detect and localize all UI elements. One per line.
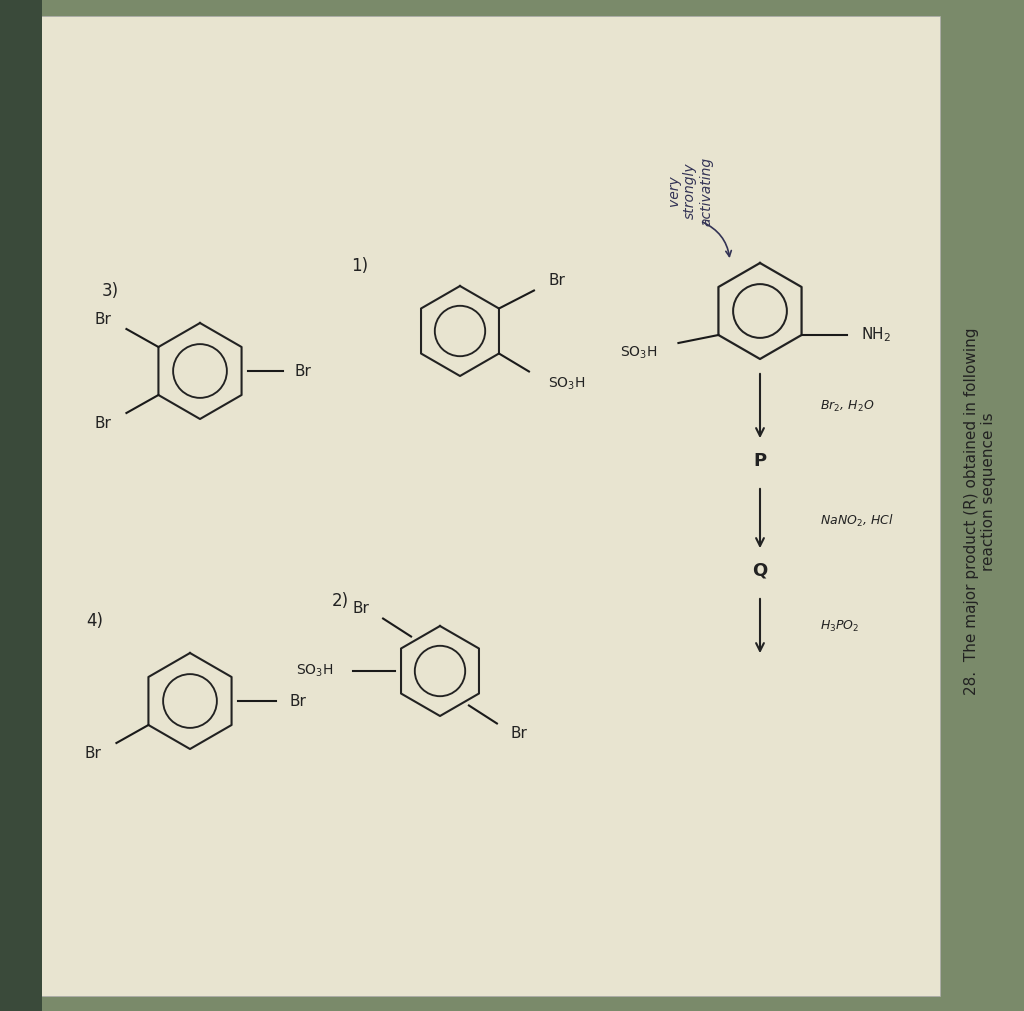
Text: Br: Br	[95, 416, 112, 431]
Text: Br: Br	[95, 311, 112, 327]
Text: NH$_2$: NH$_2$	[861, 326, 892, 345]
Text: H$_3$PO$_2$: H$_3$PO$_2$	[820, 619, 859, 634]
Text: Br: Br	[85, 745, 101, 760]
Text: NaNO$_2$, HCl: NaNO$_2$, HCl	[820, 513, 894, 529]
Text: SO$_3$H: SO$_3$H	[548, 375, 586, 391]
Text: Q: Q	[753, 562, 768, 580]
Text: very
strongly
activating: very strongly activating	[667, 157, 713, 225]
Text: 1): 1)	[351, 257, 369, 275]
Text: Br: Br	[290, 694, 306, 709]
Text: Br$_2$, H$_2$O: Br$_2$, H$_2$O	[820, 398, 874, 413]
Bar	[0, 0, 42, 1011]
Text: 3): 3)	[101, 282, 119, 300]
Text: Br: Br	[295, 364, 311, 378]
FancyBboxPatch shape	[40, 16, 940, 996]
Text: Br: Br	[511, 726, 527, 741]
Text: SO$_3$H: SO$_3$H	[296, 663, 334, 679]
Text: SO$_3$H: SO$_3$H	[620, 345, 657, 361]
Text: Br: Br	[549, 273, 565, 288]
Text: 28.  The major product (R) obtained in following
        reaction sequence is: 28. The major product (R) obtained in fo…	[964, 328, 996, 695]
Text: Br: Br	[352, 601, 370, 616]
Text: 2): 2)	[332, 592, 348, 610]
Text: 4): 4)	[86, 612, 103, 630]
Text: P: P	[754, 452, 767, 470]
